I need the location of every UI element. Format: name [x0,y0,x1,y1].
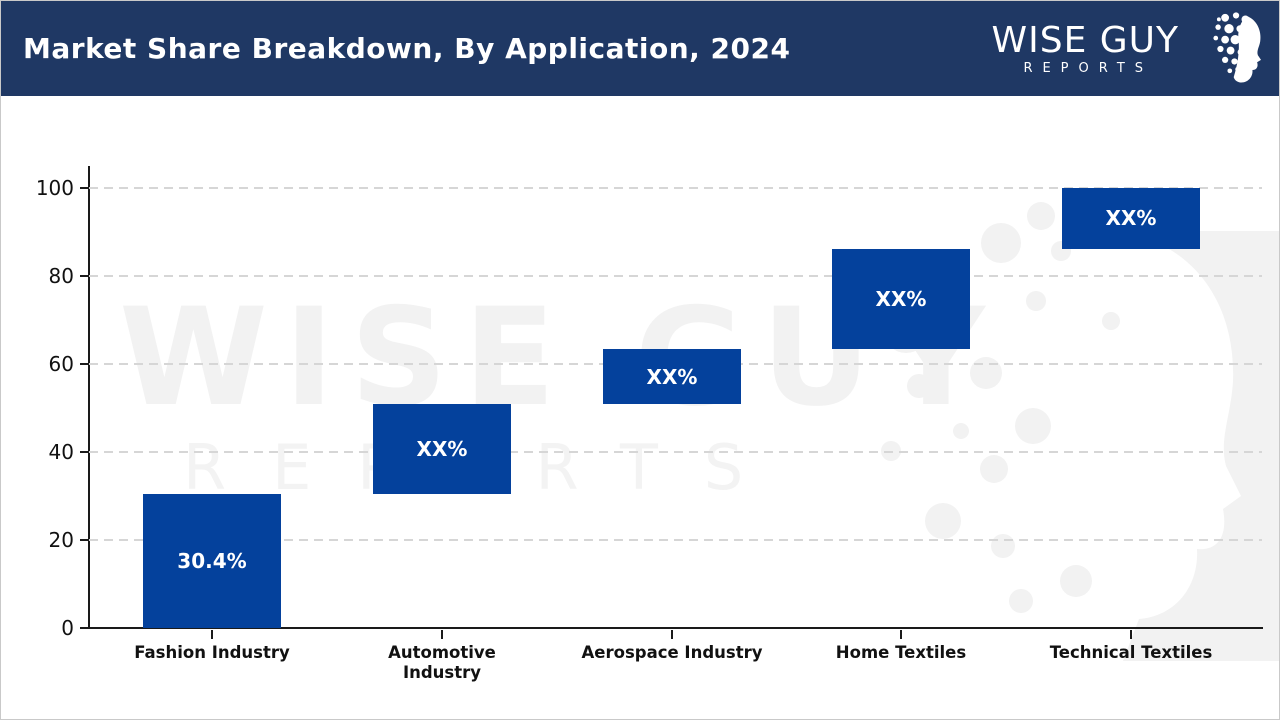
bar-value-label: XX% [646,364,698,389]
x-tick-mark [211,630,213,639]
gridline [89,275,1262,277]
bar-value-label: XX% [875,286,927,311]
waterfall-bar: XX% [373,404,511,495]
waterfall-bar: XX% [603,349,741,405]
bar-value-label: XX% [1105,206,1157,231]
y-tick-label: 20 [48,528,74,552]
y-tick-mark [80,539,88,541]
category-label: Fashion Industry [134,643,290,662]
category-label: Automotive Industry [388,643,496,682]
wiseguy-logo: WISE GUY REPORTS [992,10,1264,88]
y-tick-label: 0 [61,616,74,640]
x-axis-line [87,627,1263,629]
y-tick-mark [80,363,88,365]
x-tick-mark [441,630,443,639]
logo-sub-text: REPORTS [1023,60,1154,76]
category-label: Aerospace Industry [581,643,763,662]
waterfall-bar: XX% [832,248,970,350]
wiseguy-logo-text: WISE GUY REPORTS [991,19,1180,76]
y-tick-mark [80,275,88,277]
page-title: Market Share Breakdown, By Application, … [23,32,791,65]
y-tick-mark [80,451,88,453]
y-tick-label: 60 [48,352,74,376]
x-tick-mark [671,630,673,639]
waterfall-bar: 30.4% [143,494,281,628]
gridline [89,539,1262,541]
y-tick-label: 40 [48,440,74,464]
logo-brand-text: WISE GUY [991,19,1179,61]
waterfall-bar: XX% [1062,188,1200,249]
gridline [89,187,1262,189]
header-bar: Market Share Breakdown, By Application, … [1,1,1279,96]
y-tick-mark [80,627,88,629]
x-tick-mark [900,630,902,639]
y-tick-label: 80 [48,264,74,288]
y-axis-line [88,166,90,629]
y-tick-label: 100 [35,176,74,200]
category-label: Home Textiles [835,643,967,662]
x-tick-mark [1130,630,1132,639]
y-tick-mark [80,187,88,189]
gridline [89,451,1262,453]
wiseguy-face-icon [1213,11,1261,83]
category-label: Technical Textiles [1049,643,1213,662]
bar-value-label: XX% [416,437,468,462]
bar-value-label: 30.4% [177,549,247,574]
